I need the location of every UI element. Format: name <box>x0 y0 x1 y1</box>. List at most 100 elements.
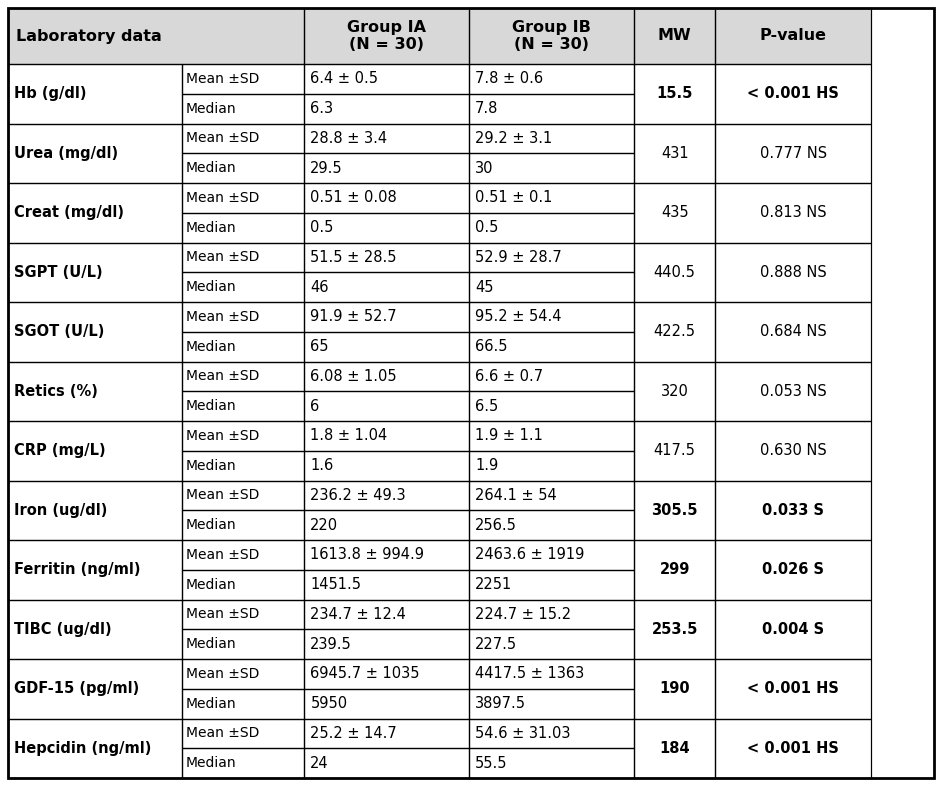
Bar <box>634 540 716 600</box>
Bar <box>182 480 304 510</box>
Bar <box>469 64 634 94</box>
Bar <box>304 510 469 540</box>
Bar <box>8 362 182 421</box>
Bar <box>634 540 716 600</box>
Text: Median: Median <box>187 578 236 592</box>
Bar <box>304 213 469 243</box>
Bar <box>304 540 469 570</box>
Bar <box>469 421 634 450</box>
Text: 0.004 S: 0.004 S <box>762 622 824 637</box>
Bar <box>469 302 634 332</box>
Bar <box>469 689 634 718</box>
Bar <box>634 243 716 302</box>
Bar <box>469 213 634 243</box>
Bar <box>469 748 634 778</box>
Bar <box>634 421 716 480</box>
Bar <box>182 153 304 183</box>
Bar <box>8 540 182 600</box>
Bar <box>304 153 469 183</box>
Bar <box>8 718 182 778</box>
Bar <box>716 718 871 778</box>
Text: SGOT (U/L): SGOT (U/L) <box>14 325 105 340</box>
Bar <box>634 183 716 243</box>
Bar <box>469 480 634 510</box>
Text: Mean ±SD: Mean ±SD <box>187 310 259 324</box>
Bar <box>716 421 871 480</box>
Text: 24: 24 <box>310 755 329 770</box>
Bar <box>182 243 304 272</box>
Text: 299: 299 <box>659 562 690 577</box>
Bar <box>182 600 304 630</box>
Bar <box>304 450 469 480</box>
Bar <box>469 570 634 600</box>
Text: Creat (mg/dl): Creat (mg/dl) <box>14 205 124 220</box>
Text: 239.5: 239.5 <box>310 637 352 652</box>
Bar <box>469 243 634 272</box>
Bar <box>634 8 716 64</box>
Text: Urea (mg/dl): Urea (mg/dl) <box>14 145 118 161</box>
Bar <box>634 362 716 421</box>
Text: 190: 190 <box>659 681 690 696</box>
Text: Retics (%): Retics (%) <box>14 384 98 399</box>
Bar <box>182 540 304 570</box>
Text: 0.684 NS: 0.684 NS <box>760 325 827 340</box>
Bar <box>8 123 182 183</box>
Bar <box>716 421 871 480</box>
Bar <box>304 540 469 570</box>
Bar <box>634 302 716 362</box>
Bar <box>8 718 182 778</box>
Bar <box>8 480 182 540</box>
Bar <box>304 8 469 64</box>
Bar <box>469 659 634 689</box>
Bar <box>304 153 469 183</box>
Bar <box>182 718 304 748</box>
Bar <box>182 659 304 689</box>
Bar <box>304 570 469 600</box>
Bar <box>182 153 304 183</box>
Bar <box>469 718 634 748</box>
Bar <box>469 272 634 302</box>
Bar <box>8 183 182 243</box>
Bar <box>8 421 182 480</box>
Bar <box>182 450 304 480</box>
Text: 2251: 2251 <box>475 577 512 592</box>
Bar <box>634 600 716 659</box>
Bar <box>182 748 304 778</box>
Bar <box>634 243 716 302</box>
Bar <box>469 600 634 630</box>
Bar <box>304 302 469 332</box>
Text: 6.6 ± 0.7: 6.6 ± 0.7 <box>475 369 544 384</box>
Bar <box>716 302 871 362</box>
Bar <box>716 183 871 243</box>
Bar <box>716 480 871 540</box>
Bar <box>634 659 716 718</box>
Bar <box>182 64 304 94</box>
Bar <box>716 243 871 302</box>
Bar <box>634 480 716 540</box>
Bar <box>182 510 304 540</box>
Text: Median: Median <box>187 101 236 116</box>
Bar <box>182 689 304 718</box>
Bar <box>469 480 634 510</box>
Bar <box>182 302 304 332</box>
Bar <box>716 302 871 362</box>
Bar <box>716 600 871 659</box>
Bar <box>304 8 469 64</box>
Text: Median: Median <box>187 637 236 651</box>
Bar <box>182 510 304 540</box>
Text: 91.9 ± 52.7: 91.9 ± 52.7 <box>310 310 397 325</box>
Bar <box>469 630 634 659</box>
Bar <box>469 183 634 213</box>
Bar <box>469 570 634 600</box>
Bar <box>182 480 304 510</box>
Text: Median: Median <box>187 340 236 354</box>
Bar <box>8 600 182 659</box>
Text: 45: 45 <box>475 280 494 295</box>
Bar <box>716 659 871 718</box>
Bar <box>8 718 182 778</box>
Bar <box>304 659 469 689</box>
Text: 320: 320 <box>660 384 689 399</box>
Text: 7.8: 7.8 <box>475 101 498 116</box>
Bar <box>469 183 634 213</box>
Text: 66.5: 66.5 <box>475 339 508 354</box>
